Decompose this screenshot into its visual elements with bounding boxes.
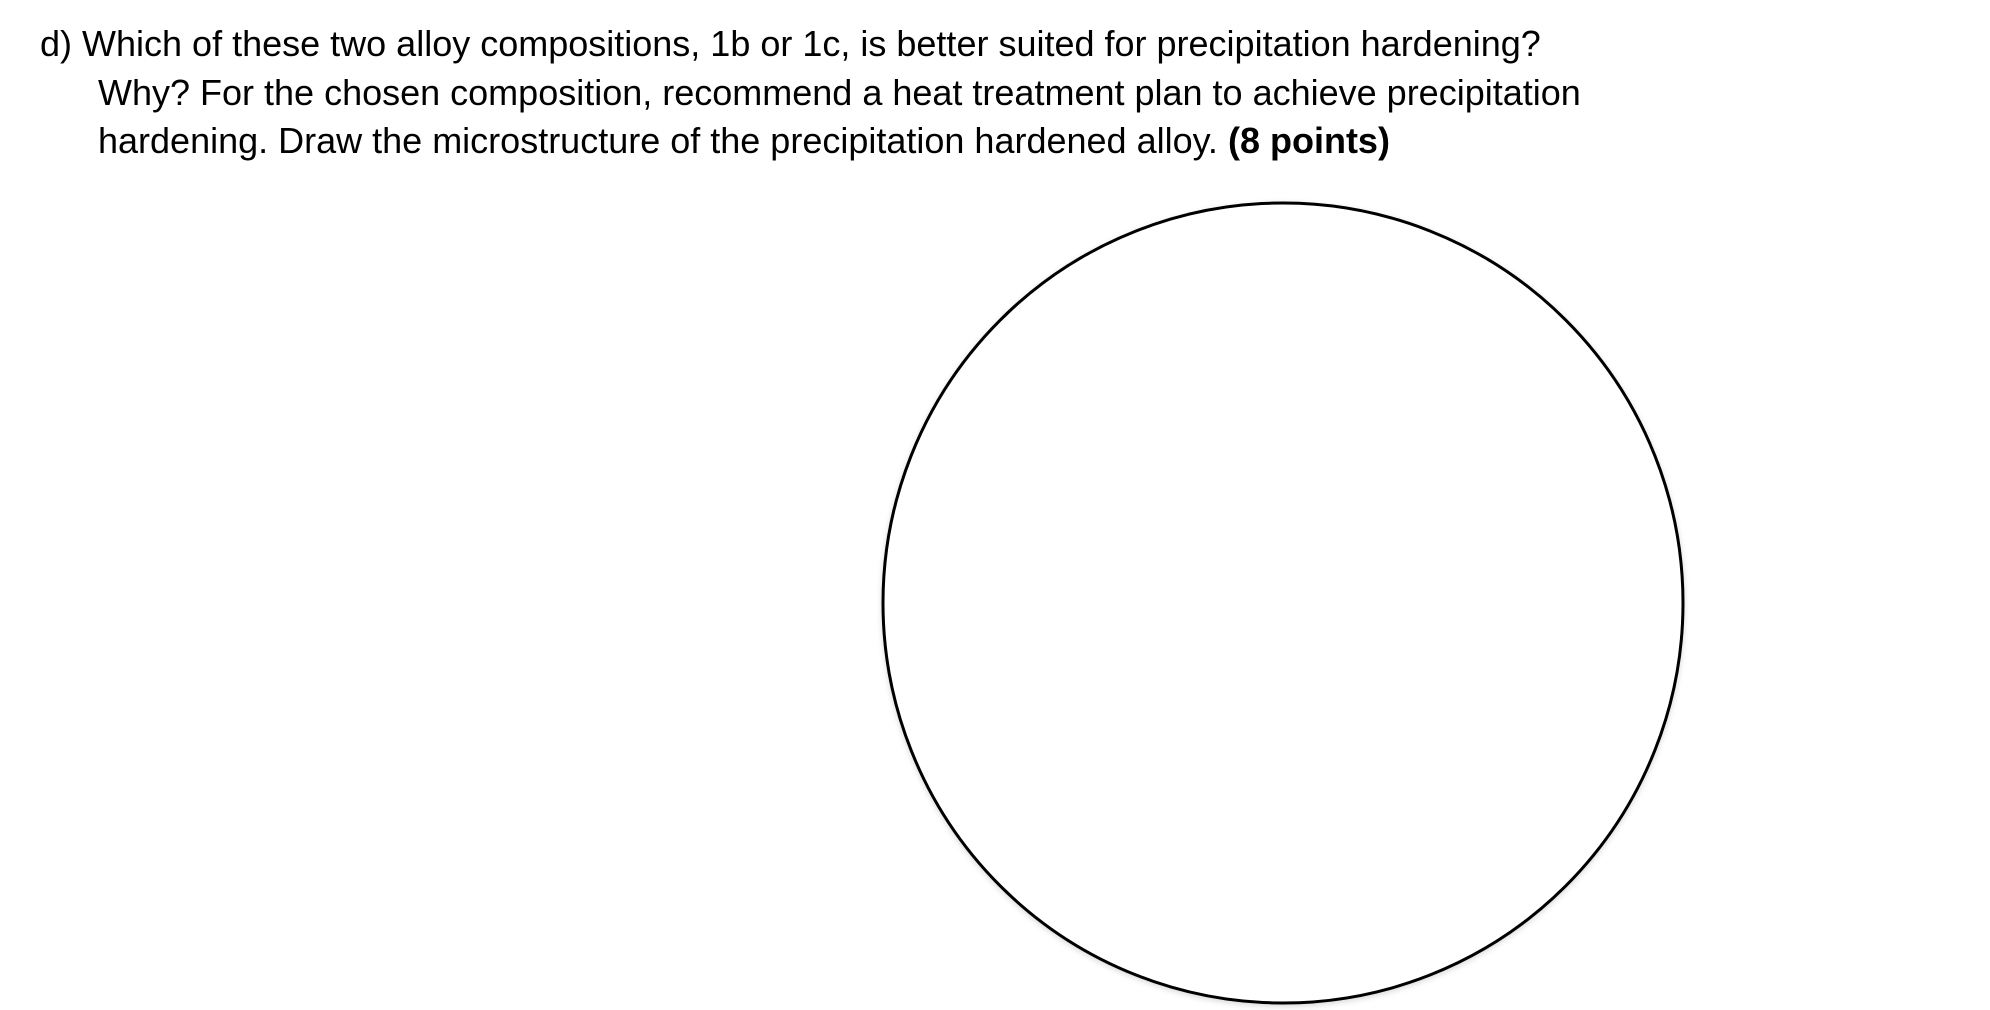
question-container: d) Which of these two alloy compositions… xyxy=(40,20,1950,1010)
question-line3: hardening. Draw the microstructure of th… xyxy=(40,117,1950,166)
question-line1: Which of these two alloy compositions, 1… xyxy=(82,23,1541,64)
question-points: (8 points) xyxy=(1228,120,1390,161)
question-label: d) xyxy=(40,23,72,64)
question-line3-part1: hardening. Draw the microstructure of th… xyxy=(98,120,1228,161)
diagram-area xyxy=(40,196,1950,1010)
question-text: d) Which of these two alloy compositions… xyxy=(40,20,1950,166)
microstructure-circle xyxy=(876,196,1690,1010)
question-first-line: d) Which of these two alloy compositions… xyxy=(40,20,1950,69)
question-line2: Why? For the chosen composition, recomme… xyxy=(40,69,1950,118)
circle-shape xyxy=(883,203,1683,1003)
